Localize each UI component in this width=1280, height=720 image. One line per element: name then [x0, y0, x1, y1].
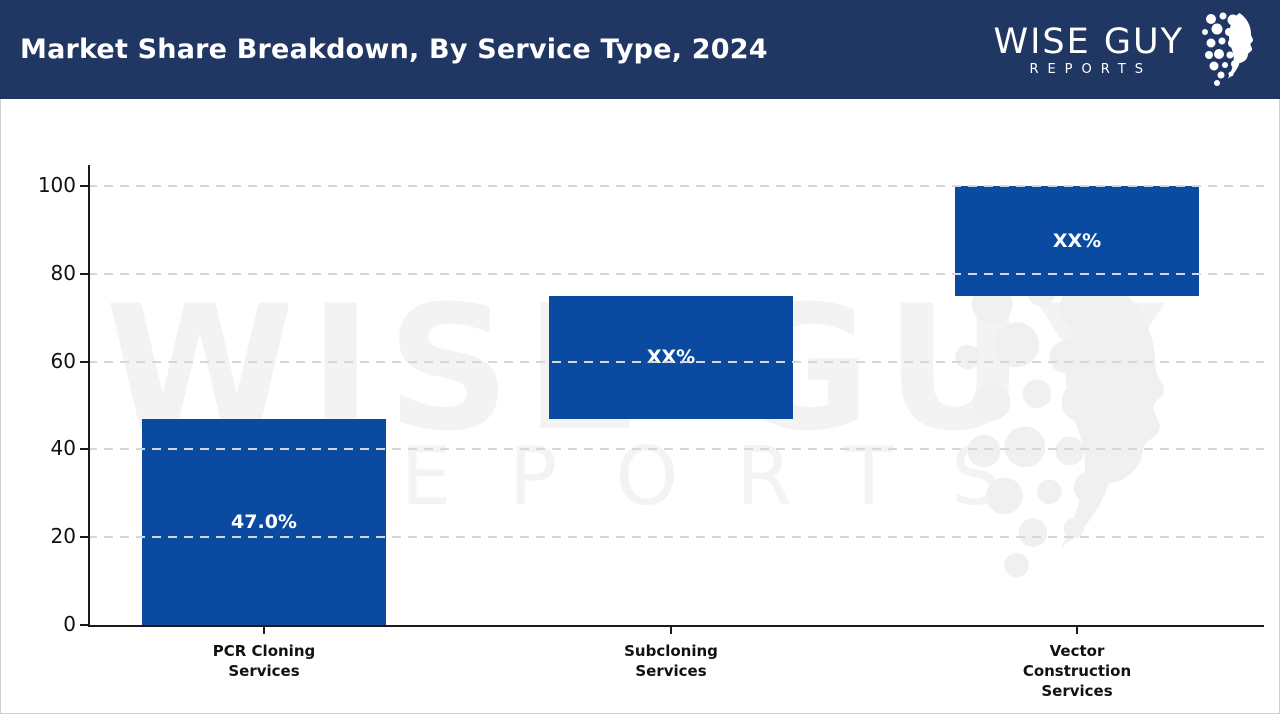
x-axis-category-line: Construction — [1022, 662, 1132, 680]
x-axis-category-label: PCR Cloning Services — [144, 641, 384, 681]
y-tick-mark — [80, 185, 88, 187]
bar-value-label: XX% — [1052, 229, 1102, 252]
y-tick-label: 0 — [63, 612, 76, 636]
y-gridline — [88, 448, 1264, 451]
y-tick-label: 40 — [50, 436, 76, 461]
x-axis-category-line: Services — [1041, 682, 1113, 700]
x-tick-mark — [263, 627, 265, 634]
x-axis-category-line: Services — [228, 662, 300, 680]
logo-wiseguy-label: WISE GUY — [993, 21, 1184, 62]
y-axis-line — [88, 165, 90, 627]
y-tick-label: 60 — [50, 348, 76, 373]
x-axis-category-label: Vector Construction Services — [957, 641, 1197, 701]
x-axis-category-line: Subcloning — [624, 642, 718, 660]
wiseguy-face-watermark-icon — [955, 277, 1164, 578]
x-axis-category-label: Subcloning Services — [551, 641, 791, 681]
x-tick-mark — [1076, 627, 1078, 634]
header-bar: Market Share Breakdown, By Service Type,… — [0, 0, 1280, 99]
y-tick-mark — [80, 272, 88, 275]
bar: XX% — [549, 295, 793, 419]
bar: 47.0% — [142, 418, 386, 625]
y-gridline — [88, 536, 1264, 539]
y-tick-label: 20 — [50, 524, 76, 549]
y-gridline — [88, 185, 1264, 187]
bar-value-label: 47.0% — [231, 510, 297, 533]
x-axis-category-line: Vector — [1049, 642, 1105, 660]
x-axis-category-line: Services — [635, 662, 707, 680]
y-tick-label: 100 — [37, 173, 76, 197]
y-gridline — [88, 360, 1264, 363]
wiseguy-logo-text: WISE GUY REPORTS — [993, 24, 1184, 77]
y-tick-label: 80 — [50, 260, 76, 285]
y-tick-mark — [80, 624, 88, 626]
wiseguy-logo: WISE GUY REPORTS — [993, 8, 1264, 92]
y-tick-mark — [80, 448, 88, 451]
y-tick-mark — [80, 360, 88, 363]
wiseguy-face-icon — [1202, 12, 1254, 86]
x-tick-mark — [670, 627, 672, 634]
bar: XX% — [955, 186, 1199, 296]
watermark-text-reports: REPORTS — [287, 430, 1060, 523]
x-axis-category-line: PCR Cloning — [212, 642, 316, 660]
chart-title: Market Share Breakdown, By Service Type,… — [20, 34, 768, 65]
y-gridline — [88, 272, 1264, 275]
y-tick-mark — [80, 536, 88, 539]
x-axis-line — [88, 625, 1264, 627]
logo-reports-label: REPORTS — [1029, 61, 1153, 77]
bar-value-label: XX% — [646, 346, 696, 369]
